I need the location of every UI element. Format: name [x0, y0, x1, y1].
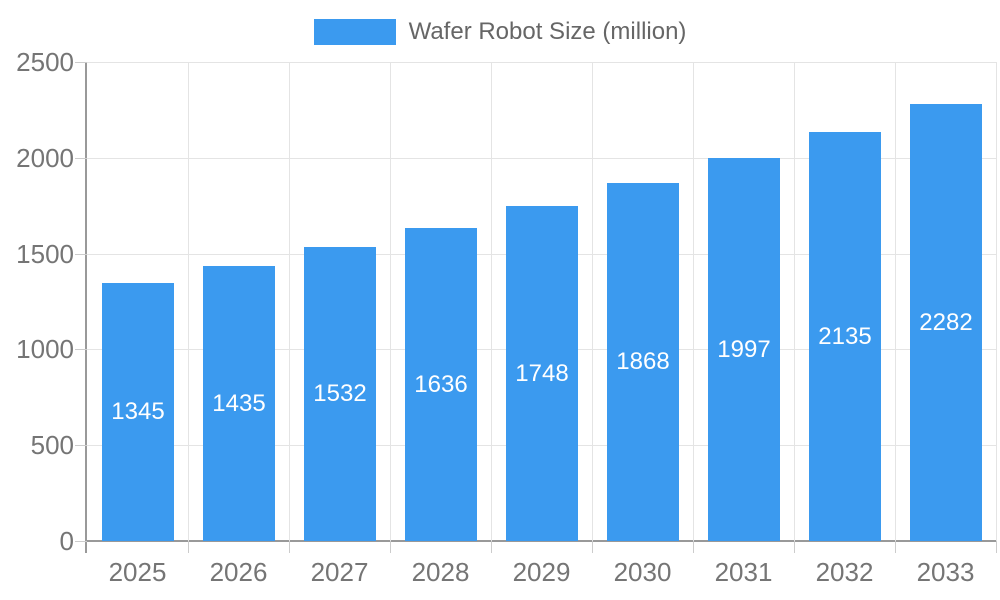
legend-label: Wafer Robot Size (million)	[408, 18, 687, 45]
x-tick	[289, 541, 290, 553]
x-axis-tick-label: 2026	[209, 557, 268, 587]
bar[interactable]: 1868	[607, 183, 679, 541]
x-tick	[895, 541, 896, 553]
x-axis-tick-label: 2027	[310, 557, 369, 587]
gridline-v	[188, 62, 189, 541]
gridline-v	[794, 62, 795, 541]
bar-value-label: 1435	[212, 389, 266, 417]
bar[interactable]: 1997	[708, 158, 780, 541]
y-axis-tick-label: 500	[30, 430, 74, 460]
y-axis-tick-label: 1500	[16, 239, 74, 269]
bar[interactable]: 1345	[102, 283, 174, 541]
bar-value-label: 1748	[515, 359, 569, 387]
y-axis-tick-label: 2000	[16, 143, 74, 173]
x-tick	[491, 541, 492, 553]
bar-value-label: 1532	[313, 380, 367, 407]
bar[interactable]: 1636	[405, 228, 477, 541]
bar-value-label: 2282	[919, 308, 973, 336]
bar-value-label: 1636	[414, 370, 468, 398]
y-axis-tick-label: 1000	[16, 334, 74, 364]
gridline-v	[491, 62, 492, 541]
legend[interactable]: Wafer Robot Size (million)	[0, 19, 1000, 45]
gridline-v	[592, 62, 593, 541]
y-tick	[75, 158, 87, 159]
bar-value-label: 1997	[717, 335, 771, 363]
x-tick	[592, 541, 593, 553]
x-axis-line	[85, 540, 996, 542]
y-tick	[75, 445, 87, 446]
x-tick	[390, 541, 391, 553]
x-tick	[794, 541, 795, 553]
gridline-v	[693, 62, 694, 541]
bar[interactable]: 2282	[910, 104, 982, 541]
bar[interactable]: 1748	[506, 206, 578, 541]
x-axis-tick-label: 2032	[815, 557, 874, 587]
x-axis-tick-label: 2028	[411, 557, 470, 587]
gridline-h	[87, 158, 996, 159]
y-tick	[75, 254, 87, 255]
bar[interactable]: 1435	[203, 266, 275, 541]
bar-value-label: 2135	[818, 322, 872, 350]
y-tick	[75, 541, 87, 542]
x-tick	[996, 541, 997, 553]
x-axis-tick-label: 2033	[916, 557, 975, 587]
x-axis-tick-label: 2030	[613, 557, 672, 587]
bar-value-label: 1345	[111, 398, 165, 425]
x-axis-tick-label: 2025	[108, 557, 167, 587]
gridline-h	[87, 62, 996, 63]
x-tick	[693, 541, 694, 553]
y-tick	[75, 62, 87, 63]
gridline-v	[289, 62, 290, 541]
x-axis-tick-label: 2031	[714, 557, 773, 587]
y-tick	[75, 349, 87, 350]
gridline-v	[390, 62, 391, 541]
bar[interactable]: 1532	[304, 247, 376, 541]
legend-swatch	[313, 19, 396, 45]
gridline-v	[996, 62, 997, 541]
gridline-v	[895, 62, 896, 541]
y-axis-tick-label: 0	[59, 526, 74, 556]
bar[interactable]: 2135	[809, 132, 881, 541]
x-axis-tick-label: 2029	[512, 557, 571, 587]
bar-value-label: 1868	[616, 348, 670, 375]
y-axis-tick-label: 2500	[16, 47, 74, 77]
y-axis-line	[85, 62, 87, 553]
x-tick	[188, 541, 189, 553]
